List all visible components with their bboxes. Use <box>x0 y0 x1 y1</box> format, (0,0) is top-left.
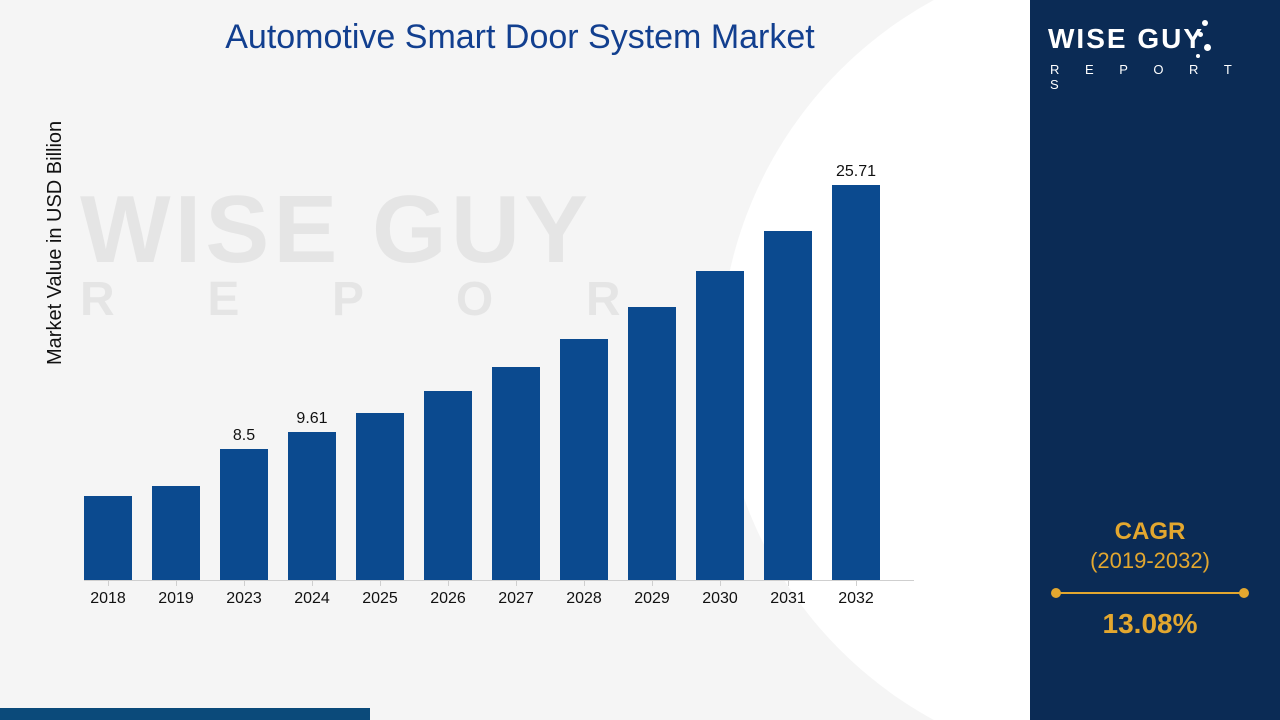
bar-value-label: 9.61 <box>272 410 352 428</box>
bar <box>356 413 404 580</box>
bar <box>492 367 540 580</box>
x-tick <box>312 580 313 586</box>
bar <box>424 391 472 580</box>
bar <box>696 271 744 580</box>
x-axis-category: 2032 <box>816 590 896 608</box>
x-tick <box>516 580 517 586</box>
x-tick <box>788 580 789 586</box>
brand-main: WISE GUY <box>1048 23 1204 55</box>
brand-logo: WISE GUY R E P O R T S <box>1048 14 1258 92</box>
ai-head-icon <box>1210 14 1254 64</box>
bar <box>288 432 336 580</box>
x-tick <box>856 580 857 586</box>
cagr-range: (2019-2032) <box>1050 548 1250 574</box>
bar <box>560 339 608 580</box>
bar <box>764 231 812 580</box>
x-tick <box>448 580 449 586</box>
x-tick <box>652 580 653 586</box>
x-tick <box>244 580 245 586</box>
cagr-divider <box>1056 592 1244 594</box>
x-tick <box>176 580 177 586</box>
footer-accent-bar <box>0 708 370 720</box>
y-axis-label: Market Value in USD Billion <box>44 121 67 365</box>
x-tick <box>584 580 585 586</box>
x-tick <box>108 580 109 586</box>
bar <box>628 307 676 580</box>
bar-chart <box>84 150 914 580</box>
bar-value-label: 25.71 <box>816 163 896 181</box>
cagr-title: CAGR <box>1050 518 1250 546</box>
bar <box>84 496 132 580</box>
x-tick <box>720 580 721 586</box>
x-axis-line <box>84 580 914 581</box>
bar <box>220 449 268 580</box>
bar-value-label: 8.5 <box>204 427 284 445</box>
cagr-value: 13.08% <box>1050 608 1250 640</box>
page: WISE GUY R E P O R T S WISE GUY R E P O … <box>0 0 1280 720</box>
brand-sub: R E P O R T S <box>1050 62 1258 92</box>
bar <box>152 486 200 580</box>
x-tick <box>380 580 381 586</box>
chart-title: Automotive Smart Door System Market <box>60 18 980 57</box>
cagr-block: CAGR (2019-2032) 13.08% <box>1050 518 1250 640</box>
bar <box>832 185 880 580</box>
